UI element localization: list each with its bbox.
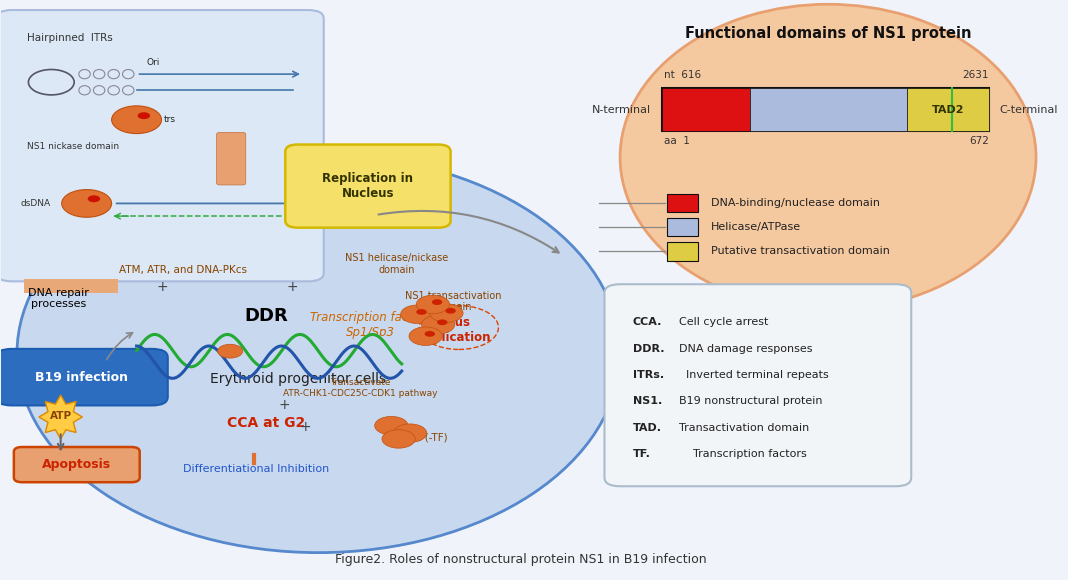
Circle shape xyxy=(437,320,447,325)
Text: Transcription factors: Transcription factors xyxy=(672,449,806,459)
Text: Functional domains of NS1 protein: Functional domains of NS1 protein xyxy=(685,26,971,41)
Ellipse shape xyxy=(621,4,1036,310)
FancyBboxPatch shape xyxy=(750,88,908,131)
Circle shape xyxy=(393,424,427,443)
Circle shape xyxy=(425,331,435,337)
Text: CCA at G2: CCA at G2 xyxy=(227,416,305,430)
Circle shape xyxy=(382,430,415,448)
Text: Transactivate
ATR-CHK1-CDC25C-CDK1 pathway: Transactivate ATR-CHK1-CDC25C-CDK1 pathw… xyxy=(283,378,438,398)
FancyBboxPatch shape xyxy=(25,279,117,293)
Text: DNA repair
processes: DNA repair processes xyxy=(28,288,89,310)
FancyBboxPatch shape xyxy=(662,88,750,131)
Circle shape xyxy=(409,327,442,346)
Text: Erythroid progenitor cells: Erythroid progenitor cells xyxy=(209,372,386,386)
Text: dsDNA: dsDNA xyxy=(20,199,50,208)
Text: Differentiational Inhibition: Differentiational Inhibition xyxy=(183,464,329,474)
Text: +: + xyxy=(157,280,169,294)
Circle shape xyxy=(375,416,408,435)
Circle shape xyxy=(422,316,455,334)
FancyBboxPatch shape xyxy=(908,88,989,131)
Circle shape xyxy=(445,308,456,314)
Text: +: + xyxy=(299,420,311,434)
Text: NS1.: NS1. xyxy=(632,396,662,407)
Text: ITRs.: ITRs. xyxy=(632,370,663,380)
Text: DDR: DDR xyxy=(245,307,288,325)
Text: DNA damage responses: DNA damage responses xyxy=(672,343,813,354)
Text: +: + xyxy=(279,398,290,412)
Text: CCA.: CCA. xyxy=(632,317,662,327)
Text: B19 nonstructural protein: B19 nonstructural protein xyxy=(672,396,822,407)
Text: Apoptosis: Apoptosis xyxy=(42,458,111,471)
Text: Transactivation domain: Transactivation domain xyxy=(672,423,810,433)
Circle shape xyxy=(112,106,161,133)
Text: TAD2: TAD2 xyxy=(932,104,964,115)
Text: B19 infection: B19 infection xyxy=(35,371,128,383)
Circle shape xyxy=(417,309,427,315)
FancyBboxPatch shape xyxy=(666,194,698,212)
Text: N-terminal: N-terminal xyxy=(592,104,651,115)
Text: 672: 672 xyxy=(970,136,989,146)
Text: TF.: TF. xyxy=(632,449,650,459)
Text: Ori: Ori xyxy=(147,59,160,67)
Text: +: + xyxy=(286,280,298,294)
Text: Cell cycle arrest: Cell cycle arrest xyxy=(672,317,769,327)
Text: Inverted terminal repeats: Inverted terminal repeats xyxy=(672,370,829,380)
Circle shape xyxy=(138,112,151,119)
Text: Hairpinned  ITRs: Hairpinned ITRs xyxy=(28,33,113,43)
FancyBboxPatch shape xyxy=(285,144,451,228)
Text: Figure2. Roles of nonstructural protein NS1 in B19 infection: Figure2. Roles of nonstructural protein … xyxy=(335,553,707,566)
Text: 2631: 2631 xyxy=(962,70,989,79)
Text: ATM, ATR, and DNA-PKcs: ATM, ATR, and DNA-PKcs xyxy=(120,265,248,275)
Text: NS1 transactivation
domain: NS1 transactivation domain xyxy=(406,291,502,313)
Text: Transcription factors
Sp1/Sp3: Transcription factors Sp1/Sp3 xyxy=(310,311,431,339)
Polygon shape xyxy=(38,395,82,439)
FancyBboxPatch shape xyxy=(662,88,989,131)
Circle shape xyxy=(417,295,450,314)
Text: E2Fs (-TF): E2Fs (-TF) xyxy=(397,432,447,442)
FancyBboxPatch shape xyxy=(666,242,698,260)
Text: DNA-binding/nuclease domain: DNA-binding/nuclease domain xyxy=(710,198,880,208)
Ellipse shape xyxy=(17,154,621,553)
Circle shape xyxy=(62,190,112,218)
FancyBboxPatch shape xyxy=(0,10,324,281)
Text: Putative transactivation domain: Putative transactivation domain xyxy=(710,246,890,256)
Text: DDR.: DDR. xyxy=(632,343,664,354)
Text: TAD.: TAD. xyxy=(632,423,661,433)
Text: NS1 nickase domain: NS1 nickase domain xyxy=(28,142,120,151)
Text: Replication in
Nucleus: Replication in Nucleus xyxy=(323,172,413,200)
Text: ATP: ATP xyxy=(49,411,72,421)
Circle shape xyxy=(429,304,464,322)
Circle shape xyxy=(88,195,100,202)
Circle shape xyxy=(400,305,434,324)
FancyBboxPatch shape xyxy=(0,349,168,405)
Circle shape xyxy=(218,345,242,358)
Text: nt  616: nt 616 xyxy=(663,70,701,79)
FancyBboxPatch shape xyxy=(666,218,698,236)
Circle shape xyxy=(431,299,442,305)
FancyBboxPatch shape xyxy=(14,447,140,482)
FancyBboxPatch shape xyxy=(604,284,911,486)
Text: C-terminal: C-terminal xyxy=(1000,104,1058,115)
Text: trs: trs xyxy=(163,115,175,124)
FancyBboxPatch shape xyxy=(217,132,246,185)
Text: aa  1: aa 1 xyxy=(663,136,690,146)
Text: NS1 helicase/nickase
domain: NS1 helicase/nickase domain xyxy=(345,253,449,275)
Text: Virus
Replication: Virus Replication xyxy=(417,317,491,345)
Text: Helicase/ATPase: Helicase/ATPase xyxy=(710,222,801,232)
